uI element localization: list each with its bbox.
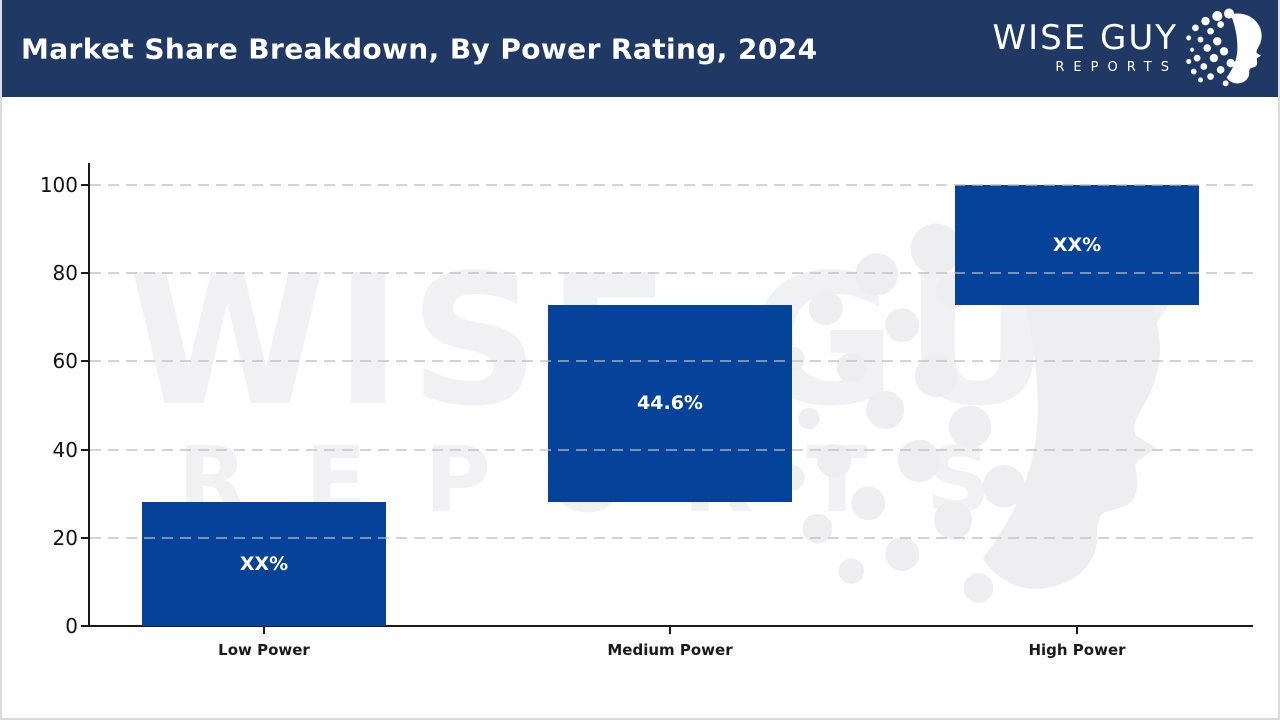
logo-dotted-face-icon (1186, 8, 1262, 87)
x-category-label: Low Power (218, 641, 310, 659)
y-tick-label-80: 80 (52, 261, 78, 286)
bar-medium-power: 44.6% (548, 304, 792, 502)
y-tick-40 (81, 448, 88, 451)
gridline-y80 (90, 272, 1253, 275)
y-tick-label-60: 60 (52, 349, 78, 374)
bar-value-label: XX% (1052, 233, 1102, 256)
y-tick-80 (81, 272, 88, 275)
wise-guy-reports-logo: WISE GUY REPORTS (992, 8, 1266, 88)
logo-subtext: REPORTS (1055, 59, 1178, 75)
y-tick-100 (81, 184, 88, 186)
logo-wordmark: WISE GUY (992, 18, 1178, 59)
gridline-y40 (90, 448, 1253, 451)
y-tick-label-0: 0 (65, 614, 78, 638)
header-bar: Market Share Breakdown, By Power Rating,… (0, 0, 1280, 97)
y-tick-label-20: 20 (52, 525, 78, 550)
x-category-label: Medium Power (607, 641, 733, 659)
bar-high-power: XX% (955, 185, 1199, 305)
chart-title: Market Share Breakdown, By Power Rating,… (21, 32, 818, 65)
x-category-label: High Power (1028, 641, 1126, 659)
bar-low-power: XX% (142, 501, 386, 626)
x-axis-line (88, 625, 1253, 627)
y-tick-0 (81, 625, 88, 627)
y-tick-label-100: 100 (39, 173, 78, 197)
gridline-y20 (90, 536, 1253, 539)
logo-text: WISE GUY REPORTS (992, 18, 1178, 75)
y-axis-line (88, 163, 90, 627)
x-tick-0 (263, 627, 265, 634)
bar-value-label: 44.6% (637, 392, 703, 415)
y-tick-label-40: 40 (52, 437, 78, 462)
gridline-y60 (90, 360, 1253, 363)
gridline-y100 (90, 184, 1253, 186)
y-tick-20 (81, 536, 88, 539)
bar-value-label: XX% (239, 552, 289, 575)
x-tick-2 (1076, 627, 1078, 634)
x-tick-1 (669, 627, 671, 634)
y-tick-60 (81, 360, 88, 363)
